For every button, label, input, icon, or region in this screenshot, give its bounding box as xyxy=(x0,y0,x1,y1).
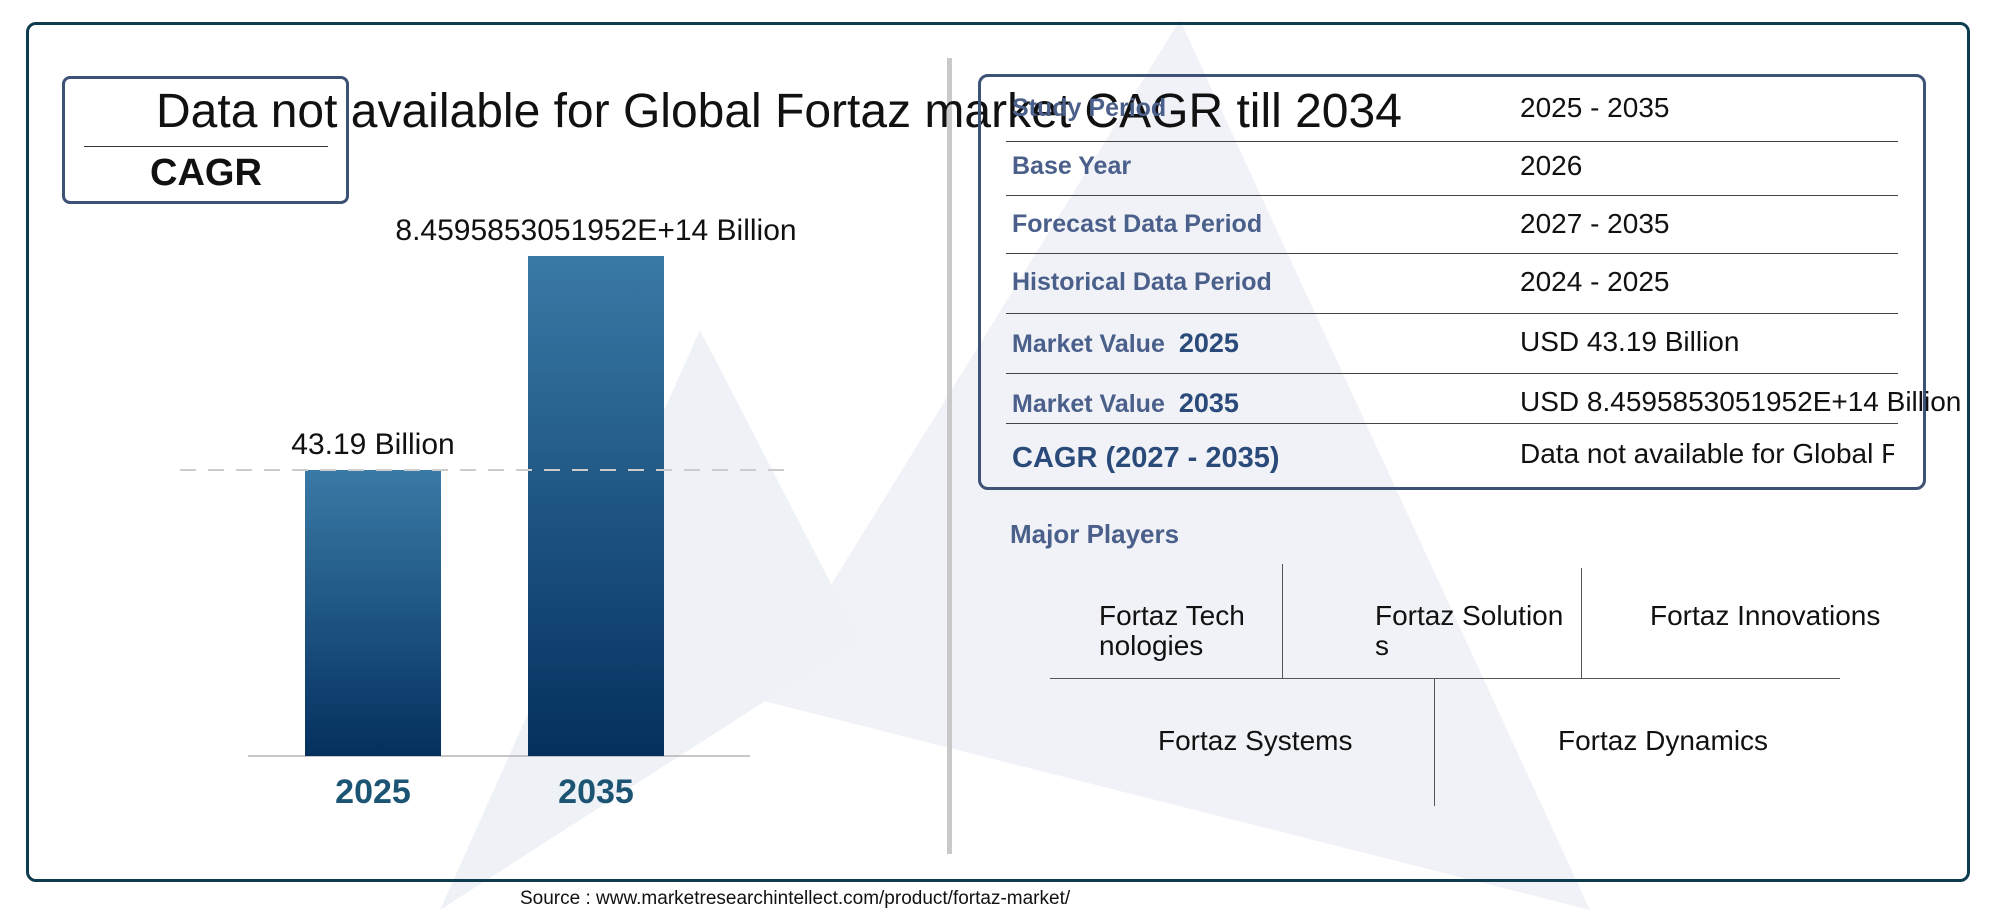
cagr-headline: Data not available for Global Fortaz mar… xyxy=(156,85,1402,138)
info-value: 2026 xyxy=(1520,150,1583,181)
cagr-box xyxy=(62,76,349,204)
info-label-text: Market Value xyxy=(1012,390,1165,418)
info-value: Data not available for Global Fortaz mar… xyxy=(1520,438,1894,469)
info-row: Forecast Data Period 2027 - 2035 xyxy=(1006,196,1898,254)
info-value: 2025 - 2035 xyxy=(1520,92,1670,123)
info-row: Market Value 2035 USD 8.4595853051952E+14 … xyxy=(1006,374,1961,424)
info-label: CAGR (2027 - 2035) xyxy=(1012,442,1280,475)
players-divider xyxy=(1050,678,1840,679)
info-label-year: 2025 xyxy=(1178,328,1239,358)
bar-value-label: 43.19 Billion xyxy=(291,428,454,461)
info-row-rule xyxy=(1006,313,1898,314)
players-divider xyxy=(1282,564,1283,678)
info-value: 2027 - 2035 xyxy=(1520,208,1670,239)
info-row: Study Period 2025 - 2035 xyxy=(1006,80,1898,142)
info-label: Historical Data Period xyxy=(1012,268,1272,297)
info-row: Historical Data Period 2024 - 2025 xyxy=(1006,254,1898,314)
bar-2035 xyxy=(528,256,664,756)
info-value: 2024 - 2025 xyxy=(1520,266,1670,297)
info-row-rule xyxy=(1006,195,1898,196)
major-player-name: Fortaz Dynamics xyxy=(1558,725,1769,756)
info-label-text: Market Value xyxy=(1012,330,1165,358)
info-row-rule xyxy=(1006,141,1898,142)
info-label-text: Forecast Data Period xyxy=(1012,210,1263,238)
info-label: Base Year xyxy=(1012,152,1131,181)
players-divider xyxy=(1581,568,1582,678)
info-label: Forecast Data Period xyxy=(1012,210,1262,239)
info-value: USD 43.19 Billion xyxy=(1520,326,1740,357)
market-info-box xyxy=(978,74,1926,490)
x-tick-label: 2035 xyxy=(558,773,634,811)
bar-chart: 43.19 Billion 2025 8.4595853051952E+14 Bil… xyxy=(180,214,797,811)
source-text: Source : www.marketresearchintellect.com… xyxy=(520,888,1071,909)
cagr-rule xyxy=(84,146,328,147)
panel-divider xyxy=(947,58,952,854)
info-label-text: Study Period xyxy=(1012,94,1167,122)
info-label-text: CAGR (2027 - 2035) xyxy=(1012,442,1280,474)
major-players-title: Major Players xyxy=(1010,519,1180,549)
x-tick-label: 2025 xyxy=(335,773,411,811)
players-divider xyxy=(1434,678,1435,806)
info-row: CAGR (2027 - 2035) Data not available for… xyxy=(1006,424,1898,484)
info-label: Study Period xyxy=(1012,94,1166,123)
info-row-rule xyxy=(1006,253,1898,254)
major-player-name: Fortaz Solutions xyxy=(1375,600,1564,661)
info-row: Market Value 2025 USD 43.19 Billion xyxy=(1006,314,1898,374)
info-label-text: Base Year xyxy=(1012,152,1132,180)
info-value: USD 8.4595853051952E+14 Billion xyxy=(1520,386,1962,417)
bar-2025 xyxy=(305,470,441,756)
info-label: Market Value 2035 xyxy=(1012,388,1239,419)
bar-value-label: 8.4595853051952E+14 Billion xyxy=(395,214,796,247)
info-label-text: Historical Data Period xyxy=(1012,268,1272,296)
info-row-rule xyxy=(1006,423,1898,424)
info-row-rule xyxy=(1006,373,1898,374)
major-player-name: Fortaz Innovations xyxy=(1650,600,1881,631)
major-player-name: Fortaz Technologies xyxy=(1099,600,1245,661)
infographic-frame xyxy=(26,22,1970,882)
major-player-name: Fortaz Systems xyxy=(1158,725,1353,756)
info-label-year: 2035 xyxy=(1178,388,1239,418)
cagr-label: CAGR xyxy=(150,152,262,194)
info-label: Market Value 2025 xyxy=(1012,328,1239,359)
info-row: Base Year 2026 xyxy=(1006,138,1898,196)
